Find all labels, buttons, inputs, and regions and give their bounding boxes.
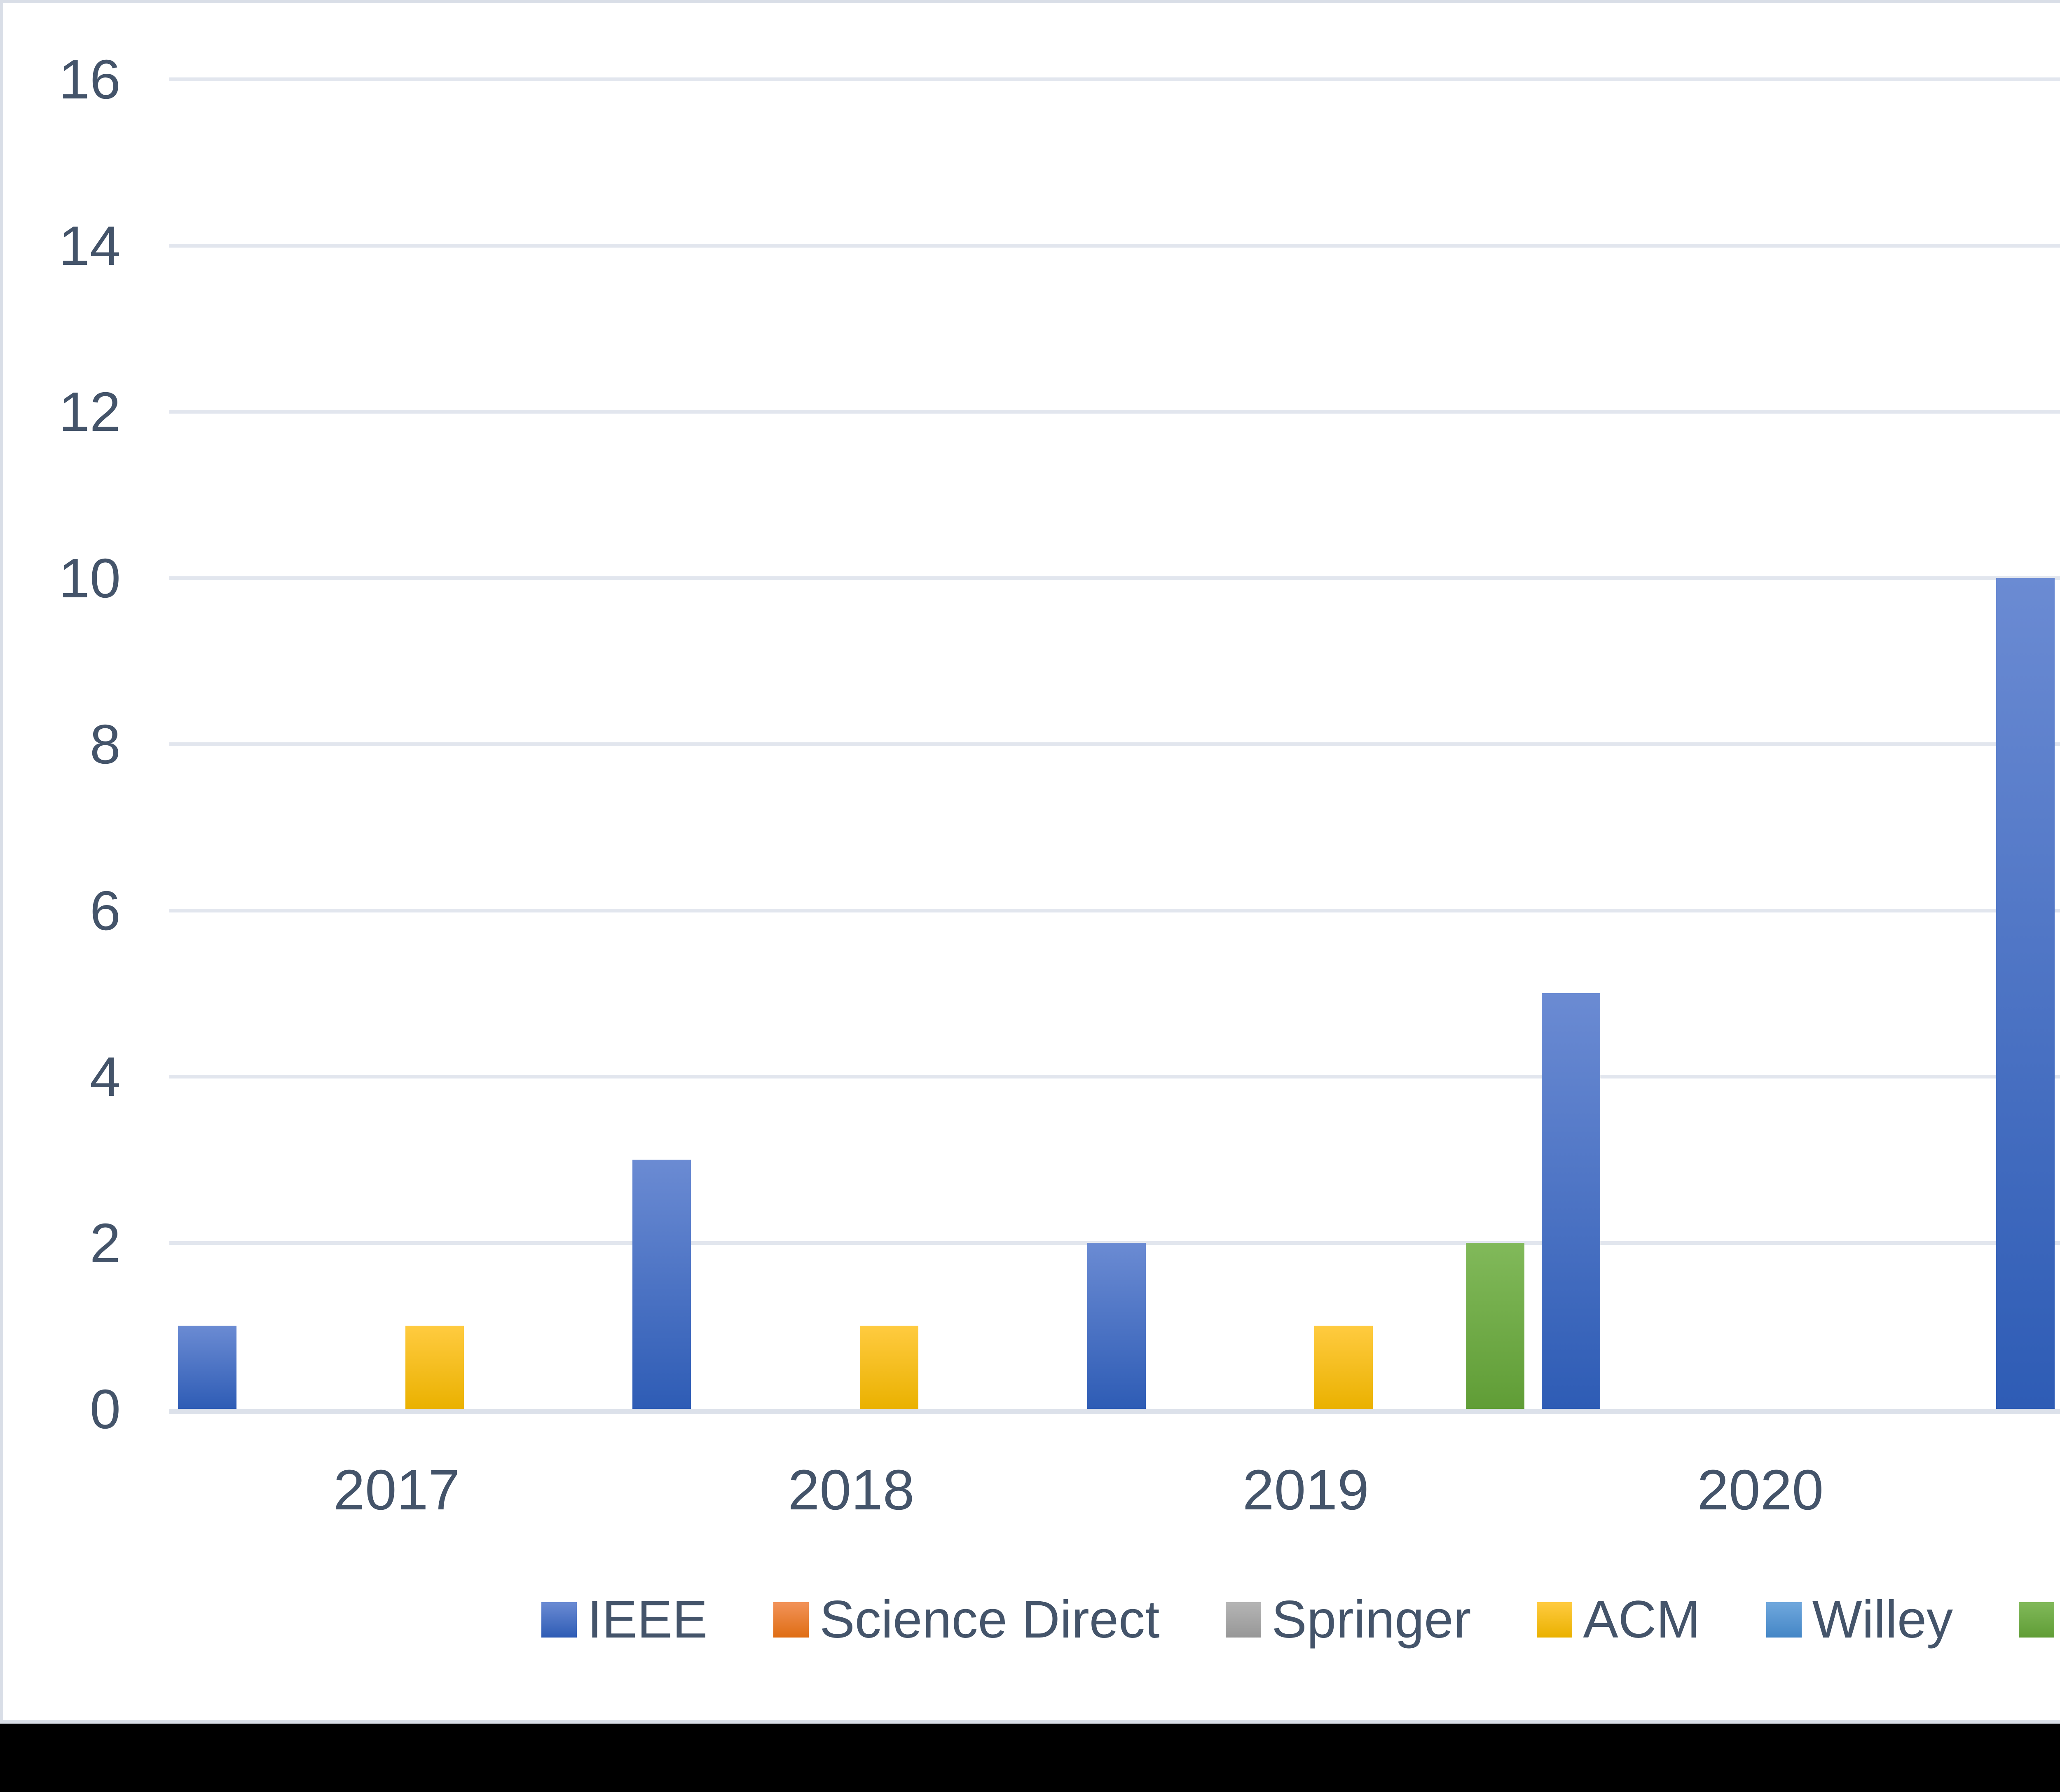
x-axis-label-2017: 2017 [333, 1458, 460, 1522]
gridline-y-8 [169, 742, 2060, 746]
legend-item-acm: ACM [1537, 1593, 1700, 1646]
y-axis-tick-label-2: 2 [89, 1212, 121, 1274]
x-axis-label-2018: 2018 [788, 1458, 915, 1522]
bar-acm-2019 [1314, 1326, 1373, 1409]
y-axis-tick-label-6: 6 [89, 879, 121, 942]
legend-item-ieee: IEEE [541, 1590, 708, 1649]
bar-acm-2017 [405, 1326, 464, 1409]
y-axis-tick-label-12: 12 [59, 381, 121, 443]
gridline-y-12 [169, 410, 2060, 414]
legend-swatch-icon [2019, 1602, 2055, 1638]
legend-swatch-icon [1225, 1602, 1261, 1638]
bar-google-scholar-2019 [1466, 1242, 1525, 1409]
y-axis-tick-label-0: 0 [89, 1378, 121, 1440]
x-axis-label-2020: 2020 [1697, 1458, 1824, 1522]
legend-label: Science Direct [819, 1590, 1160, 1649]
plot-area: 0246810121416201720182019202020212022 [3, 3, 2060, 1720]
x-axis-line [169, 1409, 2060, 1414]
gridline-y-6 [169, 908, 2060, 912]
legend-item-science-direct: Science Direct [773, 1590, 1160, 1649]
legend-item-willey: Willey [1766, 1593, 1953, 1646]
bar-ieee-2017 [178, 1326, 236, 1409]
legend-label: IEEE [587, 1590, 708, 1649]
legend-label: Springer [1271, 1590, 1471, 1649]
legend-label: ACM [1583, 1590, 1700, 1649]
legend-label: Willey [1812, 1590, 1953, 1649]
gridline-y-4 [169, 1075, 2060, 1078]
y-axis-tick-label-14: 14 [59, 214, 121, 277]
legend-swatch-icon [773, 1602, 809, 1638]
chart-legend: IEEE Science Direct Springer ACM Willey Googl… [3, 1593, 2060, 1646]
bar-acm-2018 [859, 1326, 918, 1409]
y-axis-tick-label-4: 4 [89, 1046, 121, 1108]
y-axis-tick-label-16: 16 [59, 48, 121, 110]
y-axis-tick-label-10: 10 [59, 547, 121, 609]
y-axis-tick-label-8: 8 [89, 713, 121, 775]
legend-item-google-scholar: Google Scholar [2019, 1593, 2060, 1646]
x-axis-label-2019: 2019 [1242, 1458, 1369, 1522]
legend-swatch-icon [1537, 1602, 1573, 1638]
legend-swatch-icon [1766, 1602, 1802, 1638]
bar-ieee-2021 [1996, 578, 2055, 1409]
bar-ieee-2018 [632, 1159, 691, 1409]
legend-swatch-icon [541, 1602, 577, 1638]
chart-panel: 0246810121416201720182019202020212022 IE… [0, 0, 2060, 1724]
gridline-y-10 [169, 576, 2060, 580]
gridline-y-14 [169, 243, 2060, 248]
gridline-y-16 [169, 77, 2060, 81]
bar-ieee-2020 [1541, 993, 1600, 1409]
bar-ieee-2019 [1087, 1242, 1146, 1409]
legend-item-springer: Springer [1225, 1590, 1471, 1649]
